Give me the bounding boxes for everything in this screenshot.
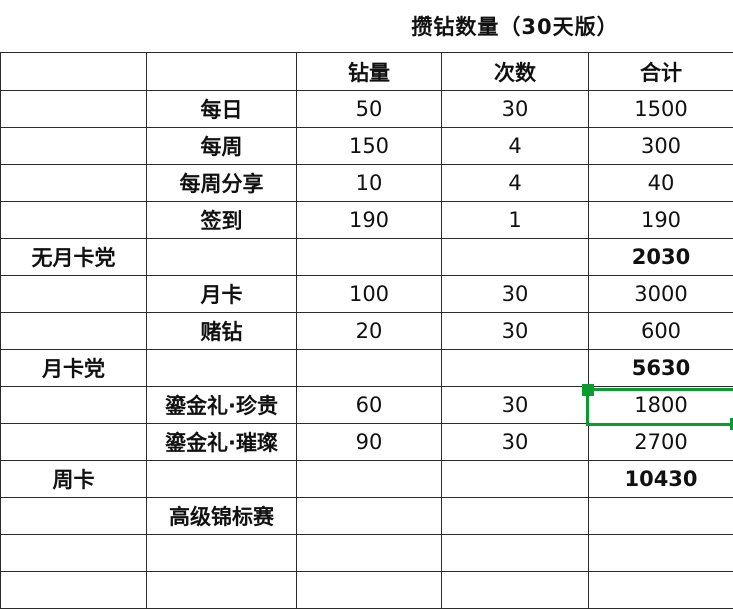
table-row[interactable]: 赌钻 20 30 600 xyxy=(1,313,733,350)
row-group-cell[interactable] xyxy=(1,387,147,424)
row-label-checkin[interactable]: 签到 xyxy=(147,202,297,239)
title-spacer-mid xyxy=(147,0,297,53)
table-row[interactable]: 每日 50 30 1500 xyxy=(1,91,733,128)
cell-gilded-precious-times[interactable]: 30 xyxy=(442,387,589,424)
cell-daily-amount[interactable]: 50 xyxy=(297,91,442,128)
header-cell-blank-1 xyxy=(1,53,147,91)
cell-advanced-times[interactable] xyxy=(442,498,589,535)
cell-gilded-brilliant-total[interactable]: 2700 xyxy=(589,424,733,461)
cell-gamble-amount[interactable]: 20 xyxy=(297,313,442,350)
row-group-cell[interactable] xyxy=(1,313,147,350)
cell-gilded-precious-amount[interactable]: 60 xyxy=(297,387,442,424)
cell-monthly-card-times[interactable]: 30 xyxy=(442,276,589,313)
row-label-advanced-tournament[interactable]: 高级锦标赛 xyxy=(147,498,297,535)
cell-weekly-amount[interactable]: 150 xyxy=(297,128,442,165)
cell-weekly-times[interactable]: 4 xyxy=(442,128,589,165)
row-label-gamble-diamond[interactable]: 赌钻 xyxy=(147,313,297,350)
header-cell-times: 次数 xyxy=(442,53,589,91)
empty-cell[interactable] xyxy=(147,535,297,572)
summary-total-weekly-card[interactable]: 10430 xyxy=(589,461,733,498)
empty-cell[interactable] xyxy=(297,535,442,572)
row-label-daily[interactable]: 每日 xyxy=(147,91,297,128)
empty-cell[interactable] xyxy=(147,572,297,609)
summary-blank-1[interactable] xyxy=(147,239,297,276)
summary-row-monthly-card[interactable]: 月卡党 5630 xyxy=(1,350,733,387)
empty-cell[interactable] xyxy=(297,572,442,609)
table-header-row: 钻量 次数 合计 xyxy=(1,53,733,91)
cell-gilded-brilliant-amount[interactable]: 90 xyxy=(297,424,442,461)
table-row[interactable]: 签到 190 1 190 xyxy=(1,202,733,239)
cell-daily-times[interactable]: 30 xyxy=(442,91,589,128)
cell-gamble-times[interactable]: 30 xyxy=(442,313,589,350)
cell-checkin-amount[interactable]: 190 xyxy=(297,202,442,239)
summary-total-no-monthly-card[interactable]: 2030 xyxy=(589,239,733,276)
row-group-cell[interactable] xyxy=(1,165,147,202)
summary-blank-2[interactable] xyxy=(297,461,442,498)
empty-cell[interactable] xyxy=(1,535,147,572)
summary-blank-3[interactable] xyxy=(442,461,589,498)
summary-label-monthly-card[interactable]: 月卡党 xyxy=(1,350,147,387)
summary-row-weekly-card[interactable]: 周卡 10430 xyxy=(1,461,733,498)
summary-blank-2[interactable] xyxy=(297,350,442,387)
row-label-gilded-gift-precious[interactable]: 鎏金礼·珍贵 xyxy=(147,387,297,424)
empty-cell[interactable] xyxy=(442,535,589,572)
cell-advanced-total[interactable] xyxy=(589,498,733,535)
page-title: 攒钻数量（30天版） xyxy=(297,0,733,53)
title-row: 攒钻数量（30天版） xyxy=(1,0,733,53)
cell-weekly-total[interactable]: 300 xyxy=(589,128,733,165)
cell-gilded-precious-total[interactable]: 1800 xyxy=(589,387,733,424)
row-group-cell[interactable] xyxy=(1,202,147,239)
summary-total-monthly-card[interactable]: 5630 xyxy=(589,350,733,387)
cell-daily-total[interactable]: 1500 xyxy=(589,91,733,128)
cell-checkin-times[interactable]: 1 xyxy=(442,202,589,239)
summary-blank-1[interactable] xyxy=(147,350,297,387)
cell-checkin-total[interactable]: 190 xyxy=(589,202,733,239)
empty-cell[interactable] xyxy=(589,535,733,572)
empty-cell[interactable] xyxy=(589,572,733,609)
cell-advanced-amount[interactable] xyxy=(297,498,442,535)
table-row[interactable]: 高级锦标赛 xyxy=(1,498,733,535)
cell-weekly-share-total[interactable]: 40 xyxy=(589,165,733,202)
row-group-cell[interactable] xyxy=(1,424,147,461)
table-row[interactable]: 每周 150 4 300 xyxy=(1,128,733,165)
summary-blank-3[interactable] xyxy=(442,239,589,276)
cell-monthly-card-amount[interactable]: 100 xyxy=(297,276,442,313)
cell-monthly-card-total[interactable]: 3000 xyxy=(589,276,733,313)
row-group-cell[interactable] xyxy=(1,276,147,313)
cell-gilded-brilliant-times[interactable]: 30 xyxy=(442,424,589,461)
cell-weekly-share-amount[interactable]: 10 xyxy=(297,165,442,202)
table-row[interactable]: 鎏金礼·珍贵 60 30 1800 xyxy=(1,387,733,424)
table-row[interactable]: 鎏金礼·璀璨 90 30 2700 xyxy=(1,424,733,461)
cell-gamble-total[interactable]: 600 xyxy=(589,313,733,350)
table-row[interactable] xyxy=(1,572,733,609)
row-group-cell[interactable] xyxy=(1,498,147,535)
spreadsheet-canvas: 攒钻数量（30天版） 钻量 次数 合计 每日 50 30 1500 xyxy=(0,0,733,500)
summary-blank-3[interactable] xyxy=(442,350,589,387)
cell-weekly-share-times[interactable]: 4 xyxy=(442,165,589,202)
table-row[interactable]: 月卡 100 30 3000 xyxy=(1,276,733,313)
summary-blank-1[interactable] xyxy=(147,461,297,498)
header-cell-blank-2 xyxy=(147,53,297,91)
summary-blank-2[interactable] xyxy=(297,239,442,276)
summary-label-no-monthly-card[interactable]: 无月卡党 xyxy=(1,239,147,276)
table-row[interactable]: 每周分享 10 4 40 xyxy=(1,165,733,202)
summary-row-no-monthly-card[interactable]: 无月卡党 2030 xyxy=(1,239,733,276)
table-row[interactable] xyxy=(1,535,733,572)
empty-cell[interactable] xyxy=(442,572,589,609)
title-spacer-left xyxy=(1,0,147,53)
row-label-gilded-gift-brilliant[interactable]: 鎏金礼·璀璨 xyxy=(147,424,297,461)
header-cell-total: 合计 xyxy=(589,53,733,91)
row-label-weekly-share[interactable]: 每周分享 xyxy=(147,165,297,202)
row-group-cell[interactable] xyxy=(1,91,147,128)
row-group-cell[interactable] xyxy=(1,128,147,165)
row-label-monthly-card[interactable]: 月卡 xyxy=(147,276,297,313)
summary-label-weekly-card[interactable]: 周卡 xyxy=(1,461,147,498)
empty-cell[interactable] xyxy=(1,572,147,609)
row-label-weekly[interactable]: 每周 xyxy=(147,128,297,165)
header-cell-diamond-amount: 钻量 xyxy=(297,53,442,91)
